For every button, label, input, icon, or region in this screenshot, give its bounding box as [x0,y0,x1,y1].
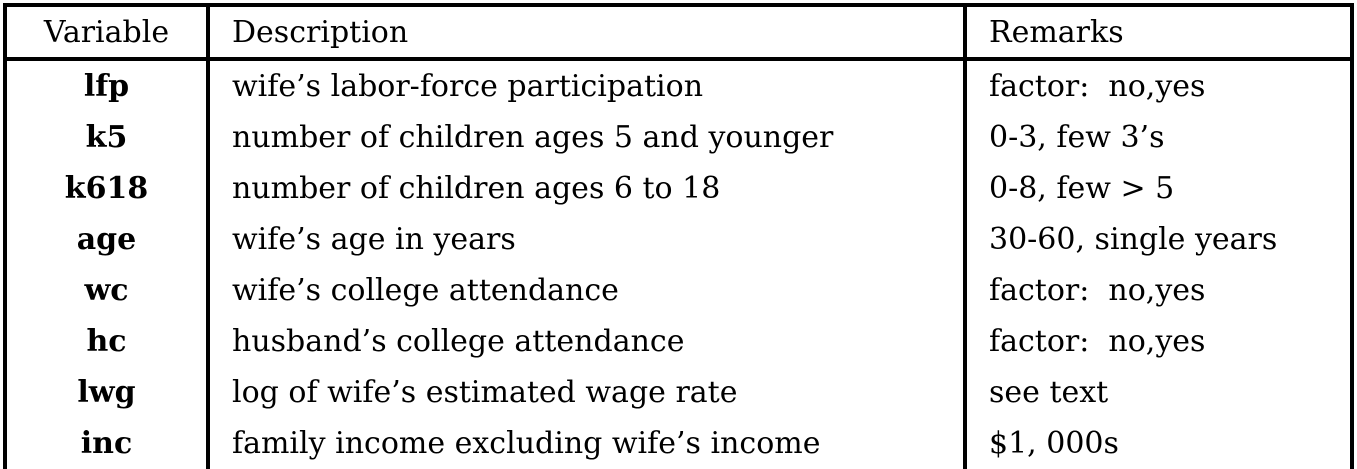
row-description-cell: number of children ages 5 and younger [206,112,965,163]
row-description-cell: wife’s age in years [206,214,965,265]
variables-table: Variable Description Remarks lfp wife’s l… [3,3,1354,469]
row-description-cell: family income excluding wife’s income [206,418,965,469]
row-variable-cell: inc [80,426,133,461]
row-variable-cell: wc [84,273,129,308]
row-remarks-cell: 30-60, single years [963,214,1352,265]
row-remarks-cell: $1, 000s [963,418,1352,469]
row-remarks-cell: factor: no,yes [963,316,1352,367]
table-row: lwg log of wife’s estimated wage rate see … [5,367,1352,418]
table-header: Variable Description Remarks [5,5,1352,59]
row-description-cell: wife’s labor-force participation [206,59,965,112]
row-variable-cell: hc [86,324,127,359]
row-remarks-cell: 0-8, few > 5 [963,163,1352,214]
row-description-cell: log of wife’s estimated wage rate [206,367,965,418]
row-description-cell: number of children ages 6 to 18 [206,163,965,214]
column-header-variable: Variable [43,14,170,50]
column-header-description: Description [206,5,965,59]
table-row: hc husband’s college attendance factor: no… [5,316,1352,367]
table-row: age wife’s age in years 30-60, single year… [5,214,1352,265]
row-variable-cell: age [76,222,137,257]
table-row: inc family income excluding wife’s income… [5,418,1352,469]
row-variable-cell: k618 [64,171,149,206]
row-remarks-cell: factor: no,yes [963,59,1352,112]
row-description-cell: husband’s college attendance [206,316,965,367]
row-remarks-cell: see text [963,367,1352,418]
row-remarks-cell: 0-3, few 3’s [963,112,1352,163]
row-variable-cell: lfp [83,69,130,104]
column-header-remarks: Remarks [963,5,1352,59]
table-row: lfp wife’s labor-force participation facto… [5,59,1352,112]
table-row: k5 number of children ages 5 and younger 0… [5,112,1352,163]
row-description-cell: wife’s college attendance [206,265,965,316]
header-row: Variable Description Remarks [5,5,1352,59]
table-row: k618 number of children ages 6 to 18 0-8, … [5,163,1352,214]
table-row: wc wife’s college attendance factor: no,ye… [5,265,1352,316]
row-variable-cell: k5 [85,120,128,155]
table-body: lfp wife’s labor-force participation facto… [5,59,1352,469]
row-variable-cell: lwg [77,375,136,410]
row-remarks-cell: factor: no,yes [963,265,1352,316]
